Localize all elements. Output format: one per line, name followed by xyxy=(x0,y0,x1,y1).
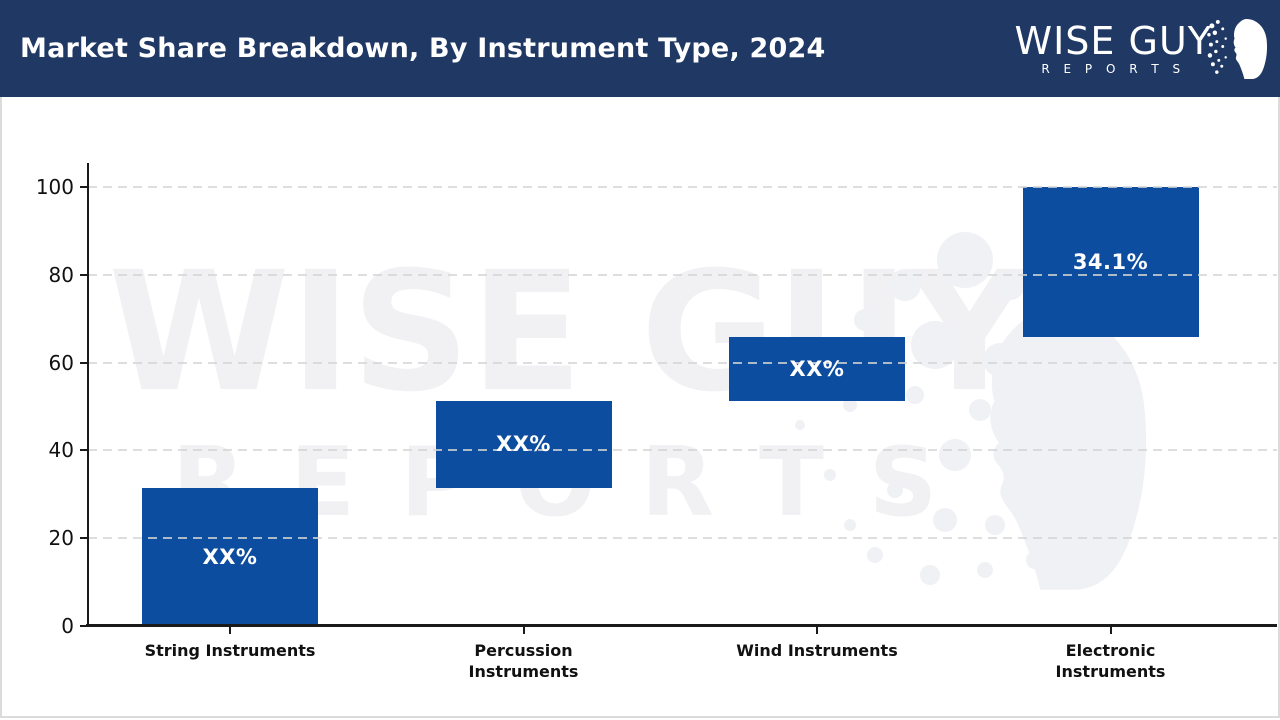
y-tick-mark xyxy=(80,537,88,540)
header-bar: Market Share Breakdown, By Instrument Ty… xyxy=(0,0,1280,97)
logo-subtext: R E P O R T S xyxy=(1041,62,1186,76)
y-tick-mark xyxy=(80,449,88,452)
chart-title: Market Share Breakdown, By Instrument Ty… xyxy=(20,33,826,64)
y-tick-label: 80 xyxy=(48,262,74,287)
y-tick-mark xyxy=(80,625,88,627)
y-tick-mark xyxy=(80,273,88,276)
logo-wordmark: WISE GUY xyxy=(1014,19,1212,63)
gridline xyxy=(88,361,1277,364)
gridline xyxy=(88,537,1277,540)
wiseguy-logo: WISE GUY R E P O R T S xyxy=(1015,9,1270,89)
x-axis-line xyxy=(86,624,1277,627)
y-tick-mark xyxy=(80,186,88,188)
y-tick-label: 100 xyxy=(35,175,74,199)
y-tick-label: 40 xyxy=(48,438,74,463)
bar xyxy=(729,336,905,402)
bar xyxy=(142,487,318,626)
x-category-label: String Instruments xyxy=(144,641,316,660)
x-tick-mark xyxy=(229,627,231,634)
y-tick-label: 0 xyxy=(61,614,74,638)
gridline xyxy=(88,273,1277,276)
y-tick-label: 20 xyxy=(48,526,74,551)
bar-value-label: XX% xyxy=(789,356,845,381)
x-category-label: Percussion Instruments xyxy=(468,641,579,681)
bar xyxy=(435,401,612,488)
logo-text: WISE GUY R E P O R T S xyxy=(1015,21,1212,76)
gridline xyxy=(88,186,1277,188)
y-tick-mark xyxy=(80,361,88,364)
x-category-label: Electronic Instruments xyxy=(1055,641,1166,681)
x-category-label: Wind Instruments xyxy=(736,641,898,660)
gridline xyxy=(88,449,1277,452)
x-tick-mark xyxy=(816,627,818,634)
x-tick-mark xyxy=(1109,627,1112,634)
bar-value-label: 34.1% xyxy=(1072,249,1149,274)
y-axis-line xyxy=(87,163,89,627)
y-tick-label: 60 xyxy=(48,350,74,375)
logo-face-icon xyxy=(1207,18,1268,79)
bar-value-label: XX% xyxy=(202,544,258,569)
bar-value-label: XX% xyxy=(496,432,551,457)
bar xyxy=(1022,187,1199,337)
x-tick-mark xyxy=(522,627,525,634)
